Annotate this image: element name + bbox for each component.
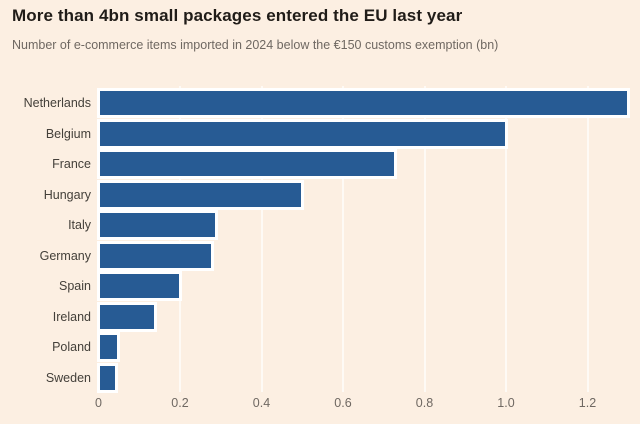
- x-axis-tick-0: 0: [95, 396, 102, 410]
- gridline: [342, 86, 344, 392]
- bar-ireland: [97, 301, 158, 332]
- x-axis-tick-0.2: 0.2: [171, 396, 189, 410]
- category-label-poland: Poland: [52, 340, 91, 354]
- gridline: [423, 86, 426, 392]
- x-axis-tick-1.0: 1.0: [497, 396, 515, 410]
- x-axis-tick-0.8: 0.8: [415, 396, 434, 410]
- bar-france: [97, 149, 398, 179]
- category-label-italy: Italy: [68, 218, 91, 232]
- bar-sweden: [97, 362, 119, 393]
- category-label-ireland: Ireland: [52, 309, 91, 324]
- bar-italy: [97, 210, 219, 240]
- gridline: [260, 86, 263, 392]
- bar-germany: [97, 240, 215, 271]
- chart-title: More than 4bn small packages entered the…: [12, 6, 463, 25]
- x-axis-tick-1.2: 1.2: [578, 396, 597, 410]
- category-label-belgium: Belgium: [45, 126, 91, 141]
- gridline: [505, 86, 507, 392]
- category-label-spain: Spain: [59, 279, 91, 293]
- bar-netherlands: [97, 88, 630, 118]
- category-label-sweden: Sweden: [45, 370, 91, 385]
- category-label-france: France: [52, 157, 91, 171]
- x-axis-tick-0.4: 0.4: [252, 396, 271, 410]
- bar-hungary: [97, 179, 304, 210]
- bar-belgium: [97, 118, 508, 149]
- gridline: [586, 86, 589, 392]
- x-axis-tick-0.6: 0.6: [334, 396, 352, 410]
- category-label-netherlands: Netherlands: [23, 96, 91, 110]
- category-label-germany: Germany: [39, 248, 91, 263]
- chart-subtitle: Number of e-commerce items imported in 2…: [12, 38, 499, 52]
- category-label-hungary: Hungary: [43, 187, 91, 202]
- bar-poland: [97, 332, 121, 362]
- bar-spain: [97, 271, 182, 301]
